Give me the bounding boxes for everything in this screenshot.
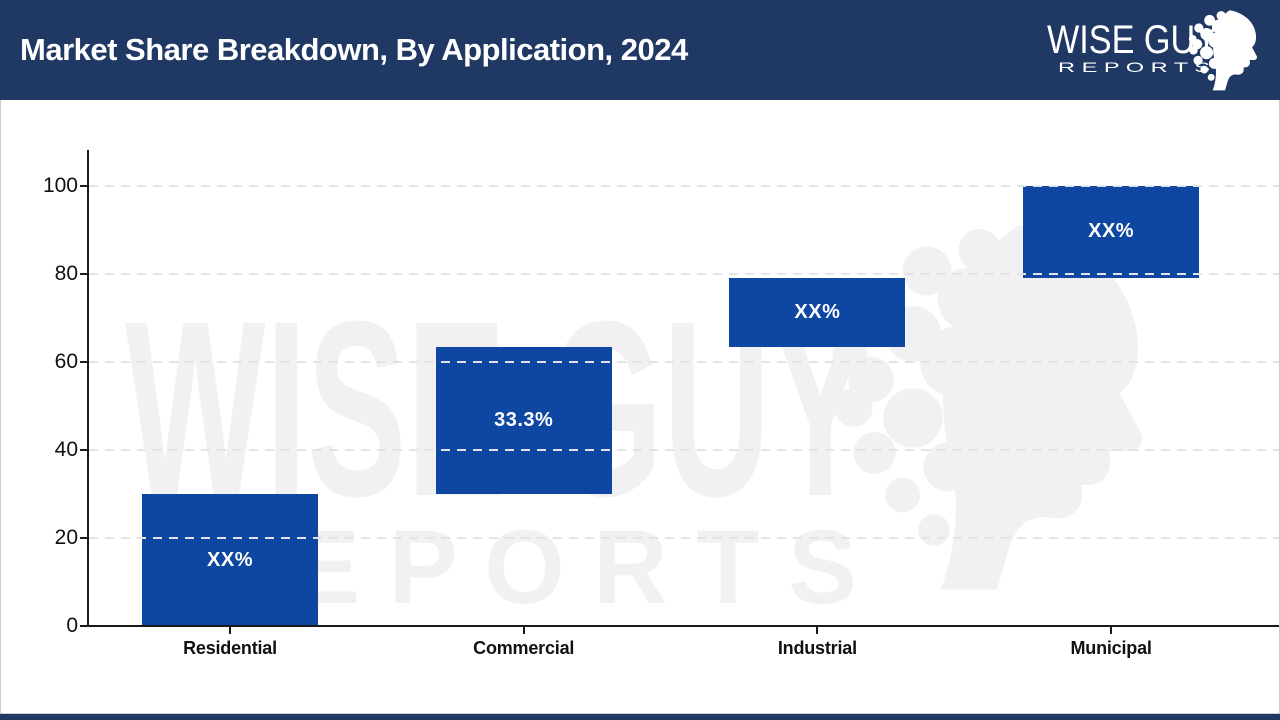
bar-value-label: 33.3% [494,409,554,432]
y-tick-label-80: 80 [54,262,78,285]
gridline-100 [89,185,1279,187]
y-tick-mark-60 [80,361,87,363]
x-tick-mark-municipal [1110,627,1113,634]
bottom-hairline [0,713,1280,714]
gridline-20 [89,537,1279,539]
logo-secondary-text: R E P O R T S [1058,59,1210,75]
bar-value-label: XX% [794,300,841,323]
x-tick-mark-commercial [522,627,525,634]
bar-residential: XX% [142,494,318,626]
y-tick-mark-40 [80,449,87,451]
y-axis-spine [87,150,89,627]
y-tick-mark-100 [80,185,87,187]
y-tick-mark-20 [80,537,87,539]
x-tick-mark-industrial [816,627,819,634]
x-category-label-industrial: Industrial [777,638,857,658]
y-tick-label-0: 0 [66,614,78,637]
y-tick-label-20: 20 [54,526,78,549]
header: Market Share Breakdown, By Application, … [0,0,1280,100]
bar-municipal: XX% [1023,186,1200,278]
wiseguy-logo: WISE GUY R E P O R T S [1047,10,1258,91]
bar-value-label: XX% [207,548,253,571]
y-tick-mark-80 [80,273,87,275]
y-tick-label-40: 40 [54,438,78,461]
gridline-60 [89,361,1279,363]
gridline-40 [89,449,1279,451]
x-category-label-commercial: Commercial [473,638,575,658]
bar-value-label: XX% [1088,220,1135,243]
x-tick-mark-residential [229,627,231,634]
footer-bar [0,714,1280,720]
y-tick-label-100: 100 [42,174,78,197]
bar-commercial: 33.3% [435,347,612,494]
y-tick-label-60: 60 [54,350,78,373]
y-tick-mark-0 [80,625,87,627]
gridline-80 [89,273,1279,275]
x-axis-spine [87,625,1279,627]
x-category-label-residential: Residential [183,638,277,658]
bar-industrial: XX% [729,277,906,348]
x-category-label-municipal: Municipal [1070,638,1152,658]
page-title: Market Share Breakdown, By Application, … [20,32,688,67]
